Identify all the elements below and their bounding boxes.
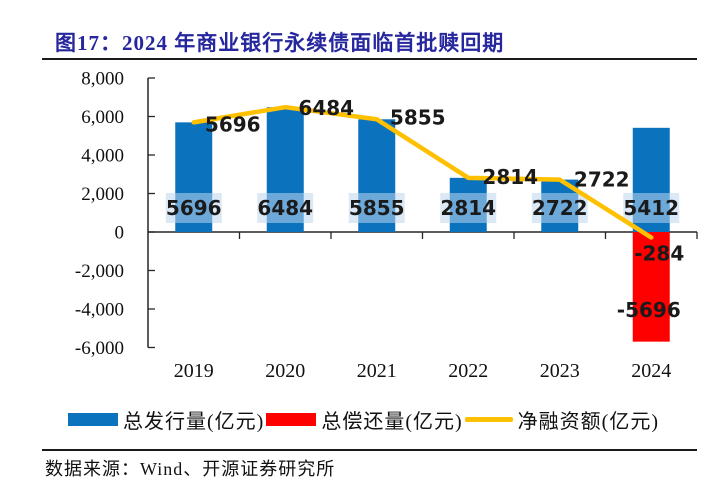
legend-item-issuance: 总发行量(亿元) (68, 405, 264, 434)
bar-label-box (531, 193, 588, 223)
y-tick-label: 0 (115, 223, 125, 244)
combo-chart: 8,000 6,000 4,000 2,000 0 -2,000 -4,000 -6,000 5… (75, 69, 698, 382)
line-label: 2814 (482, 165, 538, 189)
net-financing-line (191, 104, 654, 240)
source-divider (42, 449, 697, 451)
bar-label-box (440, 193, 497, 223)
y-tick-label: 6,000 (81, 107, 124, 128)
line-label: 2722 (574, 168, 630, 192)
y-tick-label: 2,000 (81, 184, 124, 205)
year-label: 2024 (631, 360, 671, 382)
data-source: 数据来源：Wind、开源证券研究所 (45, 459, 336, 479)
chart-title: 图17：2024 年商业银行永续债面临首批赎回期 (55, 31, 505, 55)
legend-item-net-financing: 净融资额(亿元) (464, 405, 659, 434)
repayment-bar-label: -5696 (617, 298, 681, 322)
bar-label-box (257, 193, 314, 223)
year-label: 2021 (357, 360, 397, 382)
legend-label-issuance: 总发行量(亿元) (123, 411, 265, 433)
y-tick-label: -6,000 (75, 338, 124, 359)
title-divider (42, 58, 697, 60)
bar-label: 2722 (532, 196, 588, 220)
bar-label: 5696 (166, 196, 222, 220)
legend-label-net-financing: 净融资额(亿元) (517, 411, 659, 433)
y-tick-label: 8,000 (81, 69, 124, 90)
bar-label: 2814 (440, 196, 496, 220)
legend-swatch-repayment (266, 413, 317, 426)
legend-swatch-issuance (68, 413, 118, 426)
year-label: 2020 (265, 360, 305, 382)
bar-label: 5412 (623, 196, 679, 220)
year-label: 2019 (174, 360, 214, 382)
year-label: 2022 (448, 360, 488, 382)
bar-label: 6484 (257, 196, 313, 220)
bar-label: 5855 (349, 196, 405, 220)
chart-legend: 总发行量(亿元) 总偿还量(亿元) 净融资额(亿元) (0, 405, 715, 434)
year-label: 2023 (540, 360, 580, 382)
line-label: 5855 (390, 105, 446, 129)
y-tick-label: -2,000 (75, 261, 124, 282)
legend-swatch-net-financing (464, 417, 513, 422)
y-tick-label: -4,000 (75, 300, 124, 321)
y-tick-label: 4,000 (81, 146, 124, 167)
bar-label-box (623, 193, 680, 223)
line-label: 5696 (205, 112, 261, 136)
legend-label-repayment: 总偿还量(亿元) (321, 411, 463, 433)
line-label: -284 (634, 241, 684, 265)
line-label: 6484 (298, 96, 354, 120)
legend-item-repayment: 总偿还量(亿元) (266, 405, 462, 434)
bar-label-box (165, 193, 222, 223)
bar-label-box (348, 193, 405, 223)
repayment-bar-2024 (632, 232, 670, 342)
